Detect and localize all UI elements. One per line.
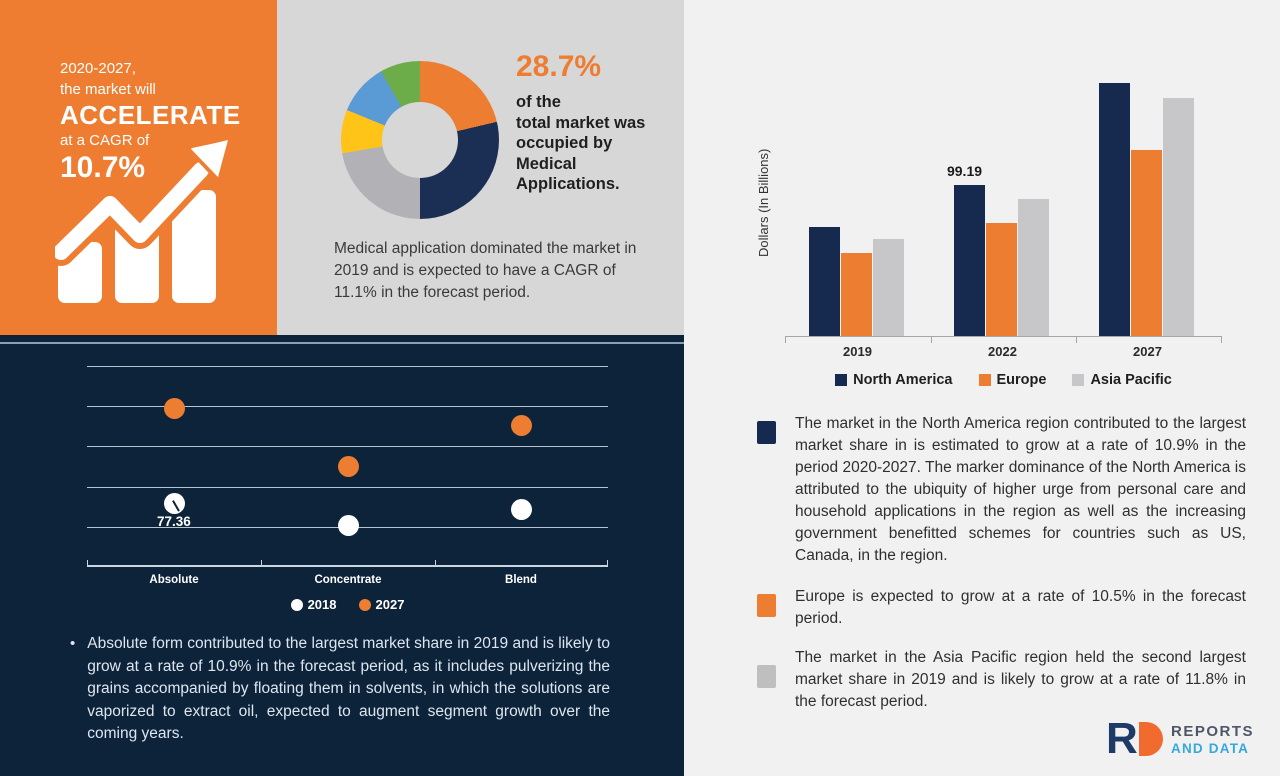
application-donut-chart — [341, 61, 499, 219]
logo-text: REPORTS AND DATA — [1171, 723, 1254, 756]
europe-note-text: Europe is expected to grow at a rate of … — [795, 588, 1246, 627]
europe-swatch — [757, 594, 776, 617]
bar-europe-2022 — [986, 222, 1017, 336]
legend-swatch-europe — [978, 374, 991, 386]
axis-tick — [1076, 337, 1077, 343]
axis-tick — [931, 337, 932, 343]
donut-hole — [382, 102, 458, 178]
axis-tick — [1221, 337, 1222, 343]
logo-reports: REPORTS — [1171, 722, 1255, 740]
point-value-label: 77.36 — [157, 514, 191, 530]
regional-bar-chart: 99.19 — [785, 60, 1222, 343]
category-label-blend: Blend — [505, 574, 537, 586]
gridline — [87, 487, 608, 488]
north-america-note-text: The market in the North America region c… — [795, 415, 1246, 564]
north-america-swatch — [757, 421, 776, 444]
cagr-headline: ACCELERATE — [60, 100, 241, 130]
category-label-2022: 2022 — [988, 344, 1017, 359]
rd-logo-mark: R — [1108, 719, 1163, 759]
asia-pacific-swatch — [757, 665, 776, 688]
gridline — [87, 366, 608, 367]
asia-pacific-note-text: The market in the Asia Pacific region he… — [795, 649, 1246, 710]
gridline — [87, 446, 608, 447]
data-point-2018-blend — [510, 498, 532, 520]
axis-tick — [785, 337, 786, 343]
logo-and-data: AND DATA — [1171, 740, 1250, 756]
form-dot-plot: 77.36 — [87, 366, 608, 567]
legend-label-europe: Europe — [996, 372, 1047, 388]
data-point-2027-absolute — [163, 398, 185, 420]
bar-europe-2019 — [841, 253, 872, 336]
cagr-card: 2020-2027, the market will ACCELERATE at… — [0, 0, 277, 335]
data-point-2027-concentrate — [337, 456, 359, 478]
bar-asia-pacific-2022 — [1018, 199, 1049, 336]
logo-d — [1139, 722, 1163, 756]
section-divider-line — [0, 342, 684, 344]
legend-label-2018: 2018 — [307, 597, 337, 612]
absolute-form-note-text: Absolute form contributed to the largest… — [87, 635, 610, 742]
bar-asia-pacific-2019 — [873, 239, 904, 336]
left-column: 2020-2027, the market will ACCELERATE at… — [0, 0, 684, 776]
medical-stat-line: Applications. — [516, 175, 620, 193]
absolute-form-note: • Absolute form contributed to the large… — [70, 633, 610, 746]
cagr-period: 2020-2027, — [60, 60, 136, 77]
legend-item-north-america: North America — [835, 372, 953, 388]
cagr-line4: at a CAGR of — [60, 132, 150, 149]
axis-tick — [261, 560, 262, 567]
legend-dot-2018 — [290, 598, 303, 611]
legend-label-2027: 2027 — [375, 597, 405, 612]
category-label-2019: 2019 — [843, 344, 872, 359]
legend-item-asia-pacific: Asia Pacific — [1072, 372, 1172, 388]
category-label-2027: 2027 — [1133, 344, 1162, 359]
axis-tick — [435, 560, 436, 567]
medical-stat-line: Medical — [516, 154, 577, 173]
form-section: 77.36 Absolute Concentrate Blend 2018 20… — [0, 335, 684, 776]
right-column: Dollars (In Billions) 99.19 2019 2022 20… — [684, 0, 1280, 776]
medical-caption: Medical application dominated the market… — [334, 240, 637, 301]
growth-chart-arrow-icon — [55, 138, 230, 303]
dot-plot-legend: 2018 2027 — [87, 597, 608, 612]
legend-item-2018: 2018 — [290, 597, 337, 612]
bar-chart-y-axis-label: Dollars (In Billions) — [756, 148, 771, 258]
axis-tick — [607, 560, 608, 567]
cagr-value: 10.7% — [60, 151, 146, 184]
cagr-line2: the market will — [60, 81, 156, 98]
bar-north-america-2022 — [954, 184, 985, 336]
cagr-card-text: 2020-2027, the market will ACCELERATE at… — [60, 58, 241, 185]
reports-and-data-logo: R REPORTS AND DATA — [1108, 719, 1254, 759]
legend-swatch-north-america — [835, 374, 848, 386]
bar-asia-pacific-2027 — [1163, 98, 1194, 336]
medical-stat-value: 28.7% — [516, 50, 602, 83]
bullet-icon: • — [70, 635, 76, 652]
medical-application-card: 28.7% of the total market was occupied b… — [277, 0, 684, 335]
category-label-concentrate: Concentrate — [314, 574, 382, 586]
gridline — [87, 406, 608, 407]
axis-tick — [87, 560, 88, 567]
category-label-absolute: Absolute — [149, 574, 199, 586]
bar-north-america-2027 — [1099, 82, 1130, 336]
medical-stat-line: occupied by — [516, 134, 613, 152]
medical-stat: 28.7% of the total market was occupied b… — [516, 50, 676, 195]
data-point-2018-concentrate — [337, 515, 359, 537]
legend-label-asia-pacific: Asia Pacific — [1090, 372, 1172, 388]
bar-value-label: 99.19 — [946, 162, 983, 179]
bar-chart-legend: North America Europe Asia Pacific — [785, 372, 1222, 388]
legend-dot-2027 — [358, 598, 371, 611]
legend-item-2027: 2027 — [358, 597, 405, 612]
medical-stat-line: of the — [516, 93, 561, 111]
bar-north-america-2019 — [809, 226, 840, 336]
legend-item-europe: Europe — [978, 372, 1047, 388]
logo-r: R — [1108, 719, 1138, 759]
north-america-note: The market in the North America region c… — [757, 413, 1246, 567]
legend-swatch-asia-pacific — [1072, 374, 1085, 386]
asia-pacific-note: The market in the Asia Pacific region he… — [757, 647, 1246, 713]
legend-label-north-america: North America — [853, 372, 953, 388]
bar-europe-2027 — [1131, 149, 1162, 336]
data-point-2027-blend — [510, 414, 532, 436]
medical-stat-line: total market was — [516, 113, 646, 132]
europe-note: Europe is expected to grow at a rate of … — [757, 586, 1246, 630]
